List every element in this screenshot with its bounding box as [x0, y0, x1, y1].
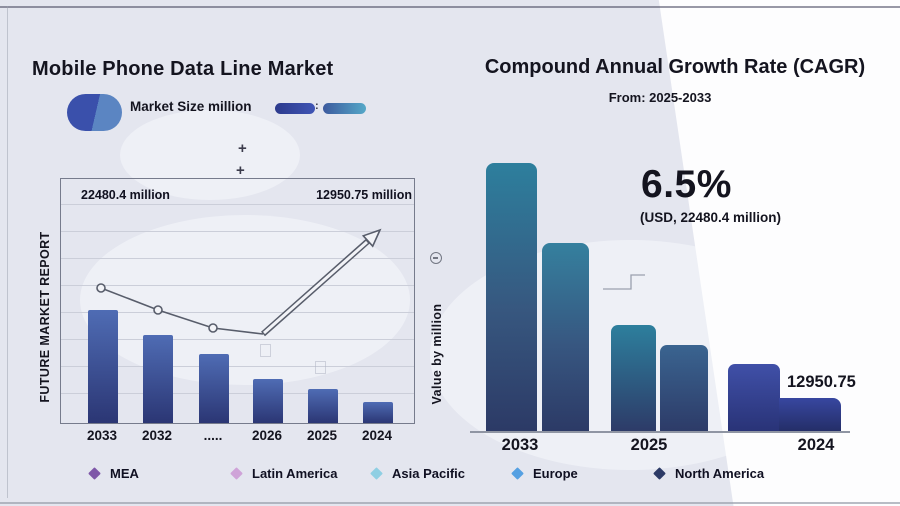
background-blob [120, 110, 300, 200]
mini-pill-teal-icon [323, 103, 366, 114]
x-label-2033: 2033 [86, 428, 118, 443]
bar-dots [199, 354, 229, 423]
legend-item-north-america: North America [653, 466, 765, 481]
cagr-usd-note: (USD, 22480.4 million) [640, 210, 782, 225]
legend-item-asia-pacific: Asia Pacific [370, 466, 465, 481]
growth-arrow-head [361, 228, 382, 248]
diamond-icon [88, 467, 101, 480]
x-label-2025: 2025 [306, 428, 338, 443]
diamond-icon [370, 467, 383, 480]
bar-2032 [143, 335, 173, 423]
left-axis-watermark: FUTURE MARKET REPORT [38, 231, 52, 403]
cagr-x-label-2033: 2033 [501, 436, 539, 454]
growth-arrow-shaft [263, 240, 368, 335]
step-decoration [603, 274, 645, 290]
market-size-chart-panel: 22480.4 million 12950.75 million [60, 178, 415, 424]
legend-label: MEA [110, 466, 139, 481]
plus-icon: + [238, 140, 247, 157]
cagr-x-label-2024: 2024 [797, 436, 835, 454]
background-blob [80, 215, 410, 385]
cagr-bar-2025-a [611, 325, 656, 431]
bar-2025 [308, 389, 338, 423]
gridline [61, 393, 414, 394]
document-icon [260, 344, 271, 357]
diamond-icon [653, 467, 666, 480]
cagr-title: Compound Annual Growth Rate (CAGR) [484, 56, 866, 78]
document-icon [315, 361, 326, 374]
cagr-2024-value-label: 12950.75 [787, 373, 856, 391]
market-size-legend-label: Market Size million [130, 99, 252, 114]
value-axis-label: Value by million [430, 303, 444, 405]
legend-item-latin-america: Latin America [230, 466, 338, 481]
mini-pill-icon [275, 103, 315, 114]
gridline [61, 231, 414, 232]
bar-2024 [363, 402, 393, 423]
legend-label: Europe [533, 466, 578, 481]
gridline [61, 312, 414, 313]
trend-arrow-svg [96, 228, 382, 337]
pill-separator: : [315, 100, 319, 112]
legend-label: North America [675, 466, 765, 481]
cagr-bar-2033-a [486, 163, 537, 431]
bar-2026 [253, 379, 283, 423]
gridline [61, 339, 414, 340]
cagr-bar-2024-a [728, 364, 780, 431]
cagr-percentage: 6.5% [641, 163, 732, 206]
legend-label: Latin America [252, 466, 338, 481]
cagr-x-axis [470, 431, 850, 433]
x-label-2024: 2024 [361, 428, 393, 443]
x-label-2032: 2032 [141, 428, 173, 443]
x-label-2026: 2026 [251, 428, 283, 443]
frame-left-line [7, 6, 8, 498]
x-label-dots: ..... [203, 428, 223, 443]
cagr-subtitle: From: 2025-2033 [608, 90, 712, 105]
bar-2033 [88, 310, 118, 423]
page-title: Mobile Phone Data Line Market [32, 58, 334, 80]
market-size-pill-icon [67, 94, 122, 131]
diamond-icon [230, 467, 243, 480]
trend-markers [96, 283, 218, 333]
cagr-x-label-2025: 2025 [630, 436, 668, 454]
trend-line [100, 287, 264, 335]
plus-icon: + [236, 162, 245, 179]
frame-bottom-line [0, 502, 900, 504]
legend-label: Asia Pacific [392, 466, 465, 481]
cagr-bar-2025-b [660, 345, 708, 431]
legend-item-europe: Europe [511, 466, 578, 481]
legend-item-mea: MEA [88, 466, 139, 481]
minus-circle-icon [430, 252, 442, 264]
gridline [61, 204, 414, 205]
frame-top-line [0, 6, 900, 8]
gridline [61, 258, 414, 259]
gridline [61, 366, 414, 367]
diamond-icon [511, 467, 524, 480]
chart-end-value-label: 12950.75 million [316, 188, 412, 202]
gridline [61, 285, 414, 286]
cagr-bar-2024-b [779, 398, 841, 431]
cagr-bar-2033-b [542, 243, 589, 431]
chart-max-value-label: 22480.4 million [81, 188, 170, 202]
